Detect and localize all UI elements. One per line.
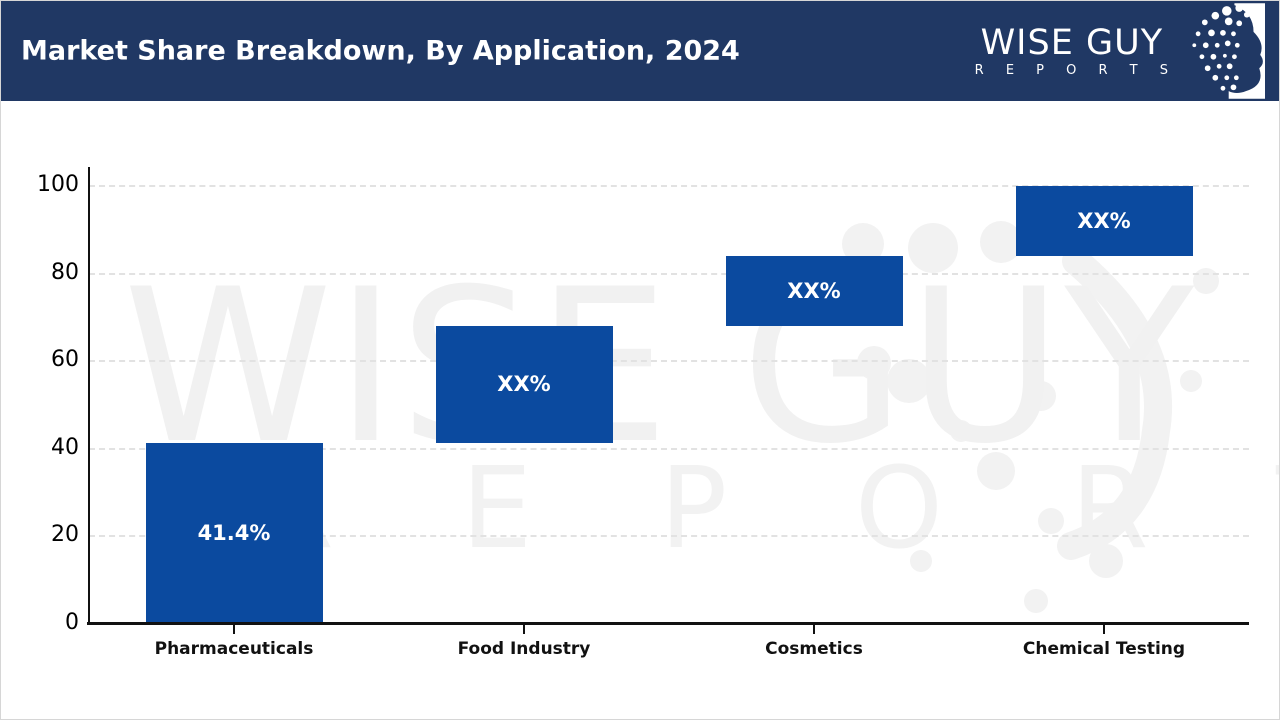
category-label: Chemical Testing (1022, 639, 1186, 659)
x-axis-tick (813, 625, 815, 634)
bar-chemical-testing: XX% (1015, 186, 1193, 257)
grid-line (89, 535, 1249, 538)
wise-guy-reports-logo: WISE GUY R E P O R T S (967, 1, 1265, 101)
y-tick-label: 0 (65, 610, 79, 635)
y-tick-label: 60 (51, 347, 79, 373)
grid-line (89, 272, 1249, 275)
x-axis-line (87, 622, 1249, 625)
bar-cosmetics: XX% (725, 256, 903, 327)
y-tick-label: 40 (51, 434, 79, 460)
bar-value-label: 41.4% (197, 521, 271, 546)
watermark-subtitle: R E P O R T S (256, 444, 1279, 574)
grid-line (89, 360, 1249, 363)
x-axis-tick (523, 625, 525, 634)
y-tick-label: 20 (51, 522, 79, 548)
y-tick-label: 80 (51, 259, 79, 285)
category-label: Pharmaceuticals (154, 639, 314, 659)
x-axis-tick (233, 625, 235, 634)
chart-canvas: WISE GUY R E P O R T S 0 20 40 60 80 100 41.4%… (1, 101, 1279, 719)
page-title: Market Share Breakdown, By Application, … (21, 35, 740, 67)
logo-text: WISE GUY R E P O R T S (967, 22, 1177, 78)
grid-line (89, 185, 1249, 187)
bar-value-label: XX% (497, 372, 551, 397)
y-axis-line (88, 167, 90, 625)
x-axis-tick (1103, 625, 1105, 634)
y-tick-label: 100 (37, 172, 79, 197)
bar-food-industry: XX% (435, 326, 613, 443)
logo-subtitle: R E P O R T S (974, 62, 1177, 78)
bar-pharmaceuticals: 41.4% (145, 442, 323, 624)
category-label: Cosmetics (765, 639, 863, 659)
watermark-wordmark: WISE GUY (123, 243, 1196, 490)
grid-line (89, 447, 1249, 450)
logo-wordmark: WISE GUY (980, 22, 1164, 63)
bar-value-label: XX% (787, 279, 841, 304)
dotted-head-logo-icon (1192, 3, 1265, 99)
header-band: Market Share Breakdown, By Application, … (1, 1, 1279, 101)
category-label: Food Industry (457, 639, 591, 659)
bar-value-label: XX% (1077, 209, 1131, 234)
